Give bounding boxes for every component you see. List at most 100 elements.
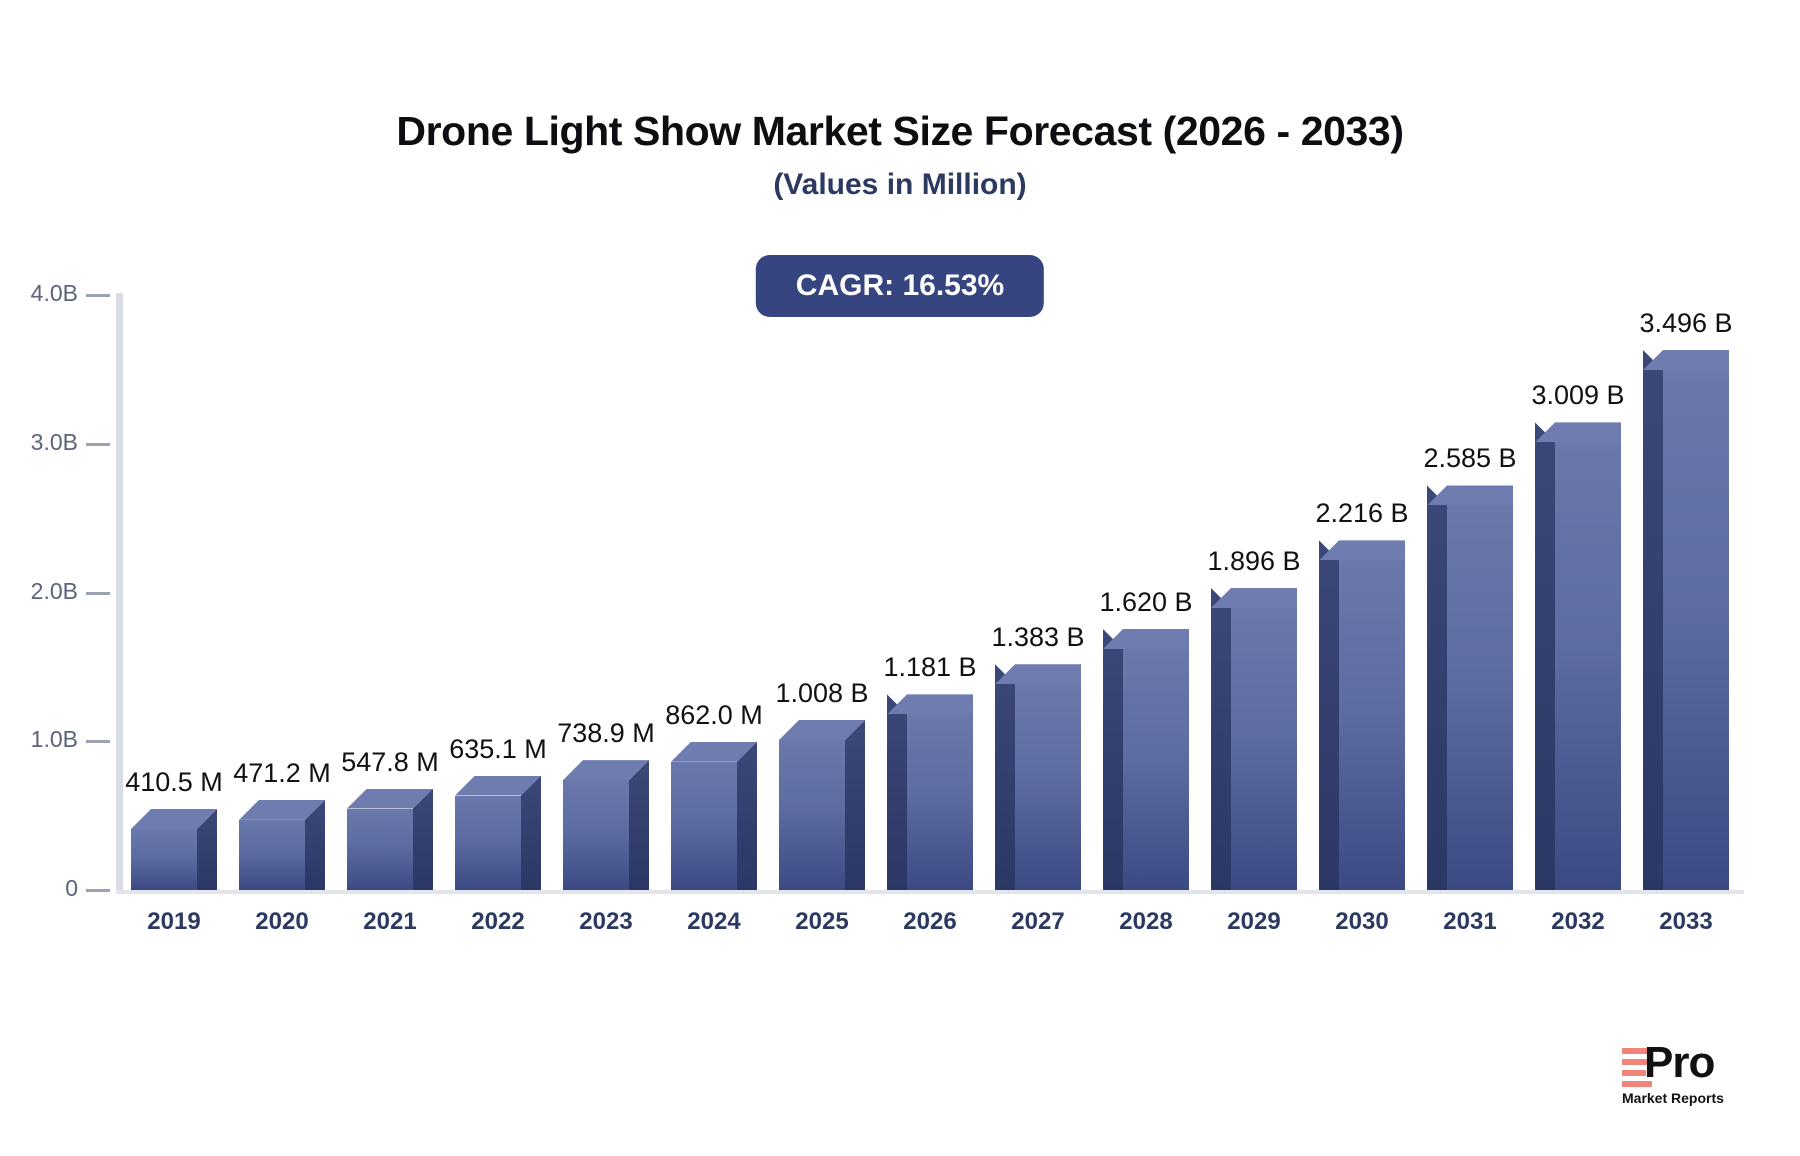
bar-value-label: 471.2 M [233,757,331,788]
x-axis-tick-label: 2032 [1551,908,1605,935]
bar-top-face [1643,349,1729,370]
x-axis-tick-label: 2023 [579,908,633,935]
bar-top-face [455,775,541,796]
x-axis-tick-label: 2022 [471,908,525,935]
y-axis-tick-label: 3.0B [30,428,78,455]
bar-value-label: 1.620 B [1099,587,1193,618]
x-axis-tick-label: 2030 [1335,908,1389,935]
bar-value-label: 1.383 B [991,622,1085,653]
bar-top-face [347,788,433,809]
y-axis-tick-label: 0 [65,875,78,901]
bar-front-face [239,819,305,890]
bar-value-label: 1.008 B [775,678,869,709]
bar-side-face [995,664,1015,890]
bar-value-label: 2.216 B [1315,498,1409,529]
logo-stripes-icon [1622,1048,1652,1092]
bar-side-face [1643,349,1663,890]
bar-side-face [629,760,649,890]
bar-top-face [1103,629,1189,650]
x-axis-tick-label: 2026 [903,908,957,935]
bar-value-label: 862.0 M [665,699,763,730]
bar-value-label: 635.1 M [449,733,547,764]
y-axis-line [116,293,123,893]
bar-value-label: 1.181 B [883,652,977,683]
x-axis-line [116,890,1744,894]
bar-front-face [347,808,413,890]
logo-tagline: Market Reports [1622,1090,1724,1106]
y-axis-tick-mark [86,294,110,297]
bar-value-label: 738.9 M [557,718,655,749]
page-title: Drone Light Show Market Size Forecast (2… [396,108,1404,154]
x-axis-tick-label: 2029 [1227,908,1281,935]
bar-front-face [1339,560,1405,890]
bar-front-face [1123,649,1189,890]
x-axis-tick-label: 2027 [1011,908,1065,935]
bar-front-face [907,714,973,890]
bar-side-face [521,775,541,890]
bar-front-face [1231,607,1297,890]
y-axis-tick-label: 1.0B [30,726,78,753]
bar-side-face [1211,587,1231,890]
bar-value-label: 3.009 B [1531,380,1625,411]
bar-value-label: 410.5 M [125,766,223,797]
x-axis-tick-label: 2021 [363,908,417,935]
y-axis-tick-mark [86,591,110,595]
x-axis-tick-label: 2020 [255,908,309,935]
bar-front-face [671,761,737,890]
bar-side-face [737,741,757,890]
bar-side-face [197,808,217,890]
bar-top-face [1535,422,1621,443]
bar-side-face [1103,629,1123,890]
x-axis-tick-label: 2024 [687,908,741,935]
bar-value-label: 547.8 M [341,746,439,777]
bar-top-face [1211,587,1297,608]
bar-front-face [563,780,629,890]
x-axis-tick-label: 2031 [1443,908,1497,935]
bar-value-label: 1.896 B [1207,545,1301,576]
bar-front-face [1447,505,1513,890]
bar-side-face [1319,540,1339,890]
bar-value-label: 3.496 B [1639,307,1733,338]
y-axis-tick-label: 4.0B [30,280,78,306]
bar-top-face [563,760,649,781]
bar-top-face [779,720,865,741]
x-axis-tick-label: 2019 [147,908,201,935]
x-axis-tick-label: 2025 [795,908,849,935]
bar-front-face [1555,442,1621,890]
x-axis-tick-label: 2033 [1659,908,1713,935]
bar-front-face [1015,684,1081,890]
bar-side-face [845,720,865,890]
bar-front-face [455,795,521,890]
bar-top-face [1319,540,1405,561]
bar-front-face [779,740,845,890]
bar-side-face [305,799,325,890]
bar-value-label: 2.585 B [1423,443,1517,474]
y-axis-tick-mark [86,442,110,446]
bar-top-face [131,808,217,829]
cagr-badge: CAGR: 16.53% [755,255,1045,317]
bar-top-face [887,694,973,715]
bar-side-face [413,788,433,890]
logo: Pro Market Reports [1622,1038,1782,1114]
y-axis-tick-label: 2.0B [30,577,78,604]
bar-side-face [1535,422,1555,890]
bar-top-face [239,799,325,820]
bar-front-face [1663,369,1729,890]
